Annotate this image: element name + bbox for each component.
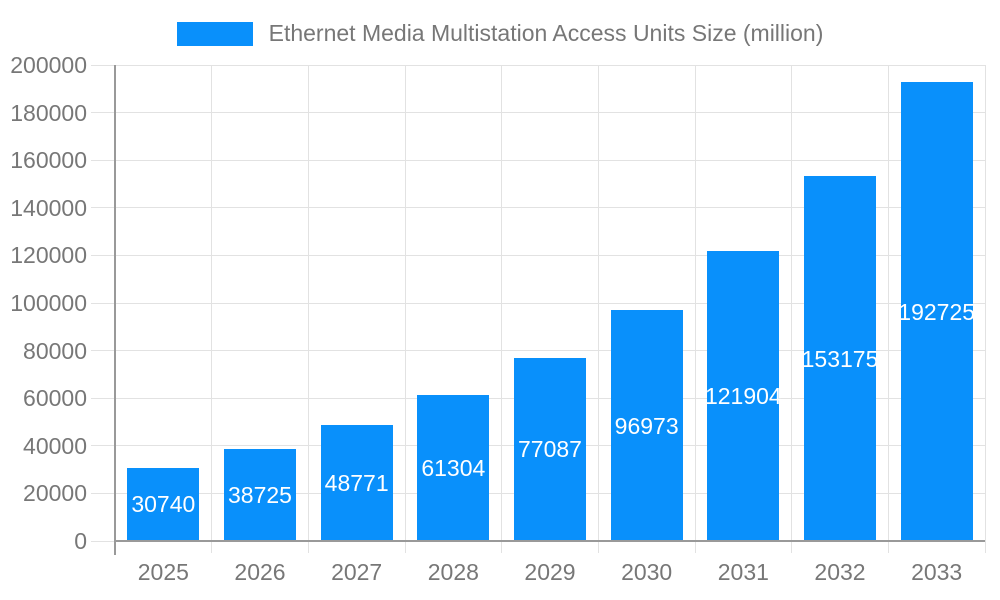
y-tick — [91, 254, 115, 256]
x-tick — [984, 541, 986, 553]
x-tick-label: 2025 — [137, 559, 189, 585]
x-tick — [501, 541, 503, 553]
y-tick — [91, 207, 115, 209]
bar — [224, 448, 296, 541]
bar-value-label: 192725 — [898, 298, 976, 325]
x-tick-label: 2027 — [331, 559, 383, 585]
bar — [417, 395, 490, 541]
y-tick — [91, 445, 115, 447]
y-tick — [91, 540, 115, 542]
y-tick-label: 120000 — [10, 242, 87, 269]
bar — [707, 250, 780, 541]
bar-value-label: 61304 — [421, 455, 486, 482]
x-tick — [694, 541, 696, 553]
legend-label: Ethernet Media Multistation Access Units… — [268, 20, 824, 46]
y-gridline — [115, 159, 985, 161]
x-gridline — [984, 65, 986, 541]
y-gridline — [115, 302, 985, 304]
bar — [900, 82, 973, 541]
y-tick — [91, 64, 115, 66]
y-tick-label: 200000 — [10, 52, 87, 78]
bar — [127, 467, 200, 541]
y-tick-label: 0 — [74, 528, 87, 554]
y-tick — [91, 350, 115, 352]
x-gridline — [211, 65, 213, 541]
y-tick — [91, 492, 115, 494]
bar — [804, 176, 876, 541]
x-gridline — [501, 65, 503, 541]
y-tick — [91, 397, 115, 399]
x-axis-line — [114, 540, 985, 542]
y-gridline — [115, 254, 985, 256]
y-axis-line — [114, 65, 116, 555]
y-tick-label: 100000 — [10, 290, 87, 316]
y-tick-label: 60000 — [23, 385, 87, 412]
x-tick-label: 2026 — [234, 559, 286, 585]
x-tick-label: 2033 — [911, 559, 963, 585]
x-tick — [404, 541, 406, 553]
bar-value-label: 30740 — [131, 491, 196, 518]
y-tick-label: 160000 — [10, 147, 87, 174]
bar — [610, 310, 683, 541]
x-tick — [211, 541, 213, 553]
y-tick-label: 180000 — [10, 99, 87, 126]
y-gridline — [115, 207, 985, 209]
x-tick-label: 2030 — [621, 559, 673, 585]
bar-value-label: 121904 — [704, 382, 782, 409]
x-gridline — [404, 65, 406, 541]
y-tick — [91, 159, 115, 161]
bar-value-label: 153175 — [801, 345, 879, 372]
bar — [514, 357, 586, 541]
bar-value-label: 48771 — [324, 469, 389, 496]
y-tick-label: 80000 — [23, 337, 87, 364]
bar — [320, 424, 393, 541]
y-tick-label: 20000 — [23, 480, 87, 507]
y-gridline — [115, 112, 985, 114]
y-tick-label: 40000 — [23, 432, 87, 459]
bar-value-label: 38725 — [228, 481, 292, 508]
x-gridline — [791, 65, 793, 541]
x-tick — [307, 541, 309, 553]
x-tick — [887, 541, 889, 553]
x-tick — [597, 541, 599, 553]
y-gridline — [115, 64, 985, 66]
x-tick-label: 2029 — [524, 559, 576, 585]
x-tick-label: 2031 — [717, 559, 769, 585]
x-gridline — [887, 65, 889, 541]
y-tick — [91, 112, 115, 114]
x-tick-label: 2028 — [427, 559, 479, 585]
legend-swatch — [176, 21, 253, 46]
bar-value-label: 77087 — [518, 436, 582, 463]
x-gridline — [694, 65, 696, 541]
x-gridline — [307, 65, 309, 541]
y-tick — [91, 302, 115, 304]
y-tick-label: 140000 — [10, 194, 87, 221]
legend: Ethernet Media Multistation Access Units… — [0, 20, 1000, 47]
bar-value-label: 96973 — [614, 412, 679, 439]
x-tick-label: 2032 — [814, 559, 866, 585]
x-gridline — [597, 65, 599, 541]
x-tick — [791, 541, 793, 553]
y-gridline — [115, 350, 985, 352]
